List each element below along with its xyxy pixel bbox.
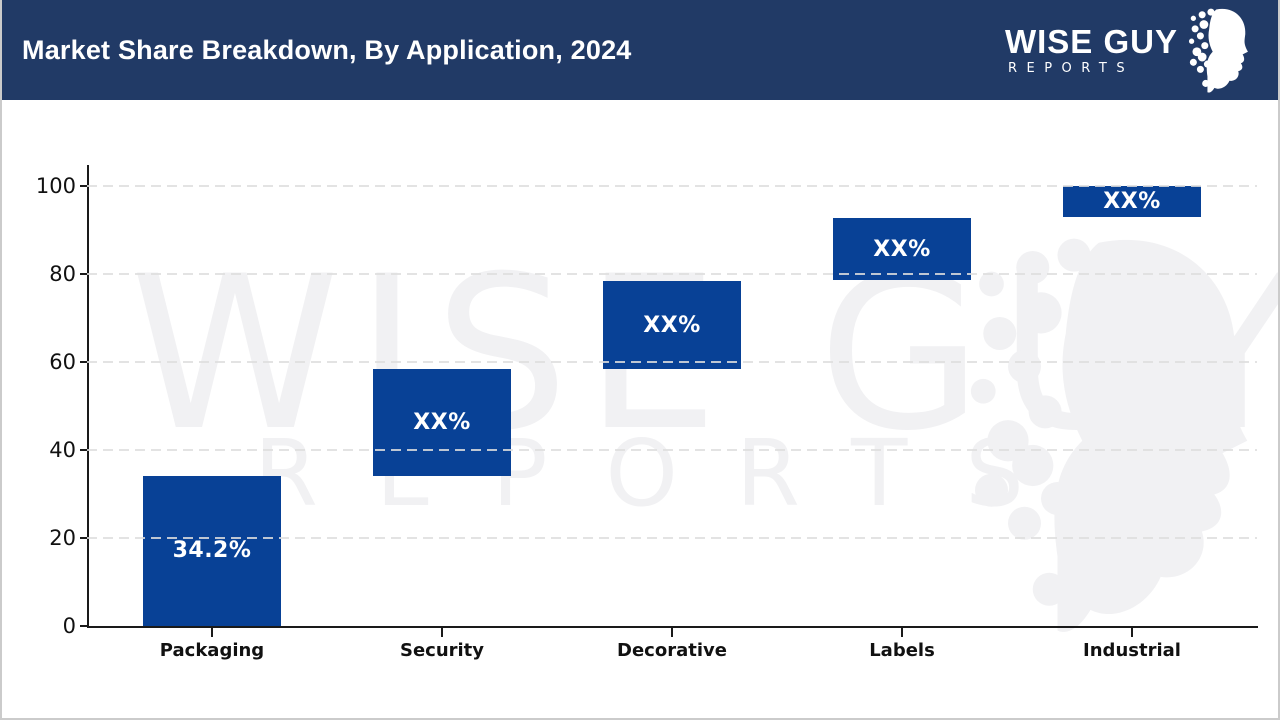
- wise-guy-reports-logo: WISE GUY REPORTS: [1005, 6, 1254, 94]
- x-tick-mark-decorative: [671, 628, 673, 637]
- bar-value-label-security: XX%: [413, 409, 471, 435]
- x-category-label-industrial: Industrial: [1083, 640, 1181, 661]
- header-bar: Market Share Breakdown, By Application, …: [2, 0, 1278, 100]
- gridline-100: [87, 185, 1257, 187]
- bar-value-label-decorative: XX%: [643, 312, 701, 338]
- y-tick-mark-80: [80, 273, 88, 275]
- y-tick-label-40: 40: [49, 438, 76, 462]
- y-axis-line: [87, 165, 89, 628]
- bar-labels: XX%: [833, 218, 971, 281]
- waterfall-chart: 0 20 40 60 80 100 34.2% Packaging XX% Security XX%…: [2, 100, 1278, 718]
- y-tick-mark-100: [80, 185, 88, 187]
- y-tick-mark-20: [80, 537, 88, 539]
- x-category-label-decorative: Decorative: [617, 640, 727, 661]
- logo-head-icon: [1188, 8, 1248, 93]
- gridline-20: [87, 537, 1257, 539]
- y-tick-label-20: 20: [49, 526, 76, 550]
- y-tick-label-60: 60: [49, 350, 76, 374]
- y-tick-mark-0: [80, 625, 88, 627]
- logo-text: WISE GUY REPORTS: [1005, 25, 1178, 75]
- bar-value-label-packaging: 34.2%: [172, 538, 252, 564]
- gridline-60: [87, 361, 1257, 363]
- x-tick-mark-security: [441, 628, 443, 637]
- y-tick-label-0: 0: [62, 614, 76, 638]
- x-tick-mark-labels: [901, 628, 903, 637]
- bar-decorative: XX%: [603, 281, 741, 369]
- y-tick-mark-60: [80, 361, 88, 363]
- chart-title: Market Share Breakdown, By Application, …: [22, 34, 632, 65]
- x-tick-mark-industrial: [1131, 628, 1133, 637]
- bar-packaging: 34.2%: [143, 475, 281, 626]
- bar-security: XX%: [373, 368, 511, 476]
- x-axis-line: [87, 626, 1258, 628]
- bar-value-label-labels: XX%: [873, 236, 931, 262]
- x-tick-mark-packaging: [211, 628, 213, 637]
- gridline-40: [87, 449, 1257, 451]
- x-category-label-security: Security: [399, 640, 485, 661]
- x-category-label-packaging: Packaging: [159, 640, 265, 661]
- y-tick-mark-40: [80, 449, 88, 451]
- watermark-head-icon: [970, 238, 1248, 632]
- bar-value-label-industrial: XX%: [1103, 188, 1161, 214]
- logo-wordmark: WISE GUY: [1004, 23, 1178, 60]
- bar-industrial: XX%: [1063, 186, 1201, 217]
- logo-subtitle: REPORTS: [1007, 61, 1135, 76]
- x-category-label-labels: Labels: [869, 640, 935, 661]
- gridline-80: [87, 273, 1257, 275]
- y-tick-label-100: 100: [35, 174, 76, 198]
- y-tick-label-80: 80: [49, 262, 76, 286]
